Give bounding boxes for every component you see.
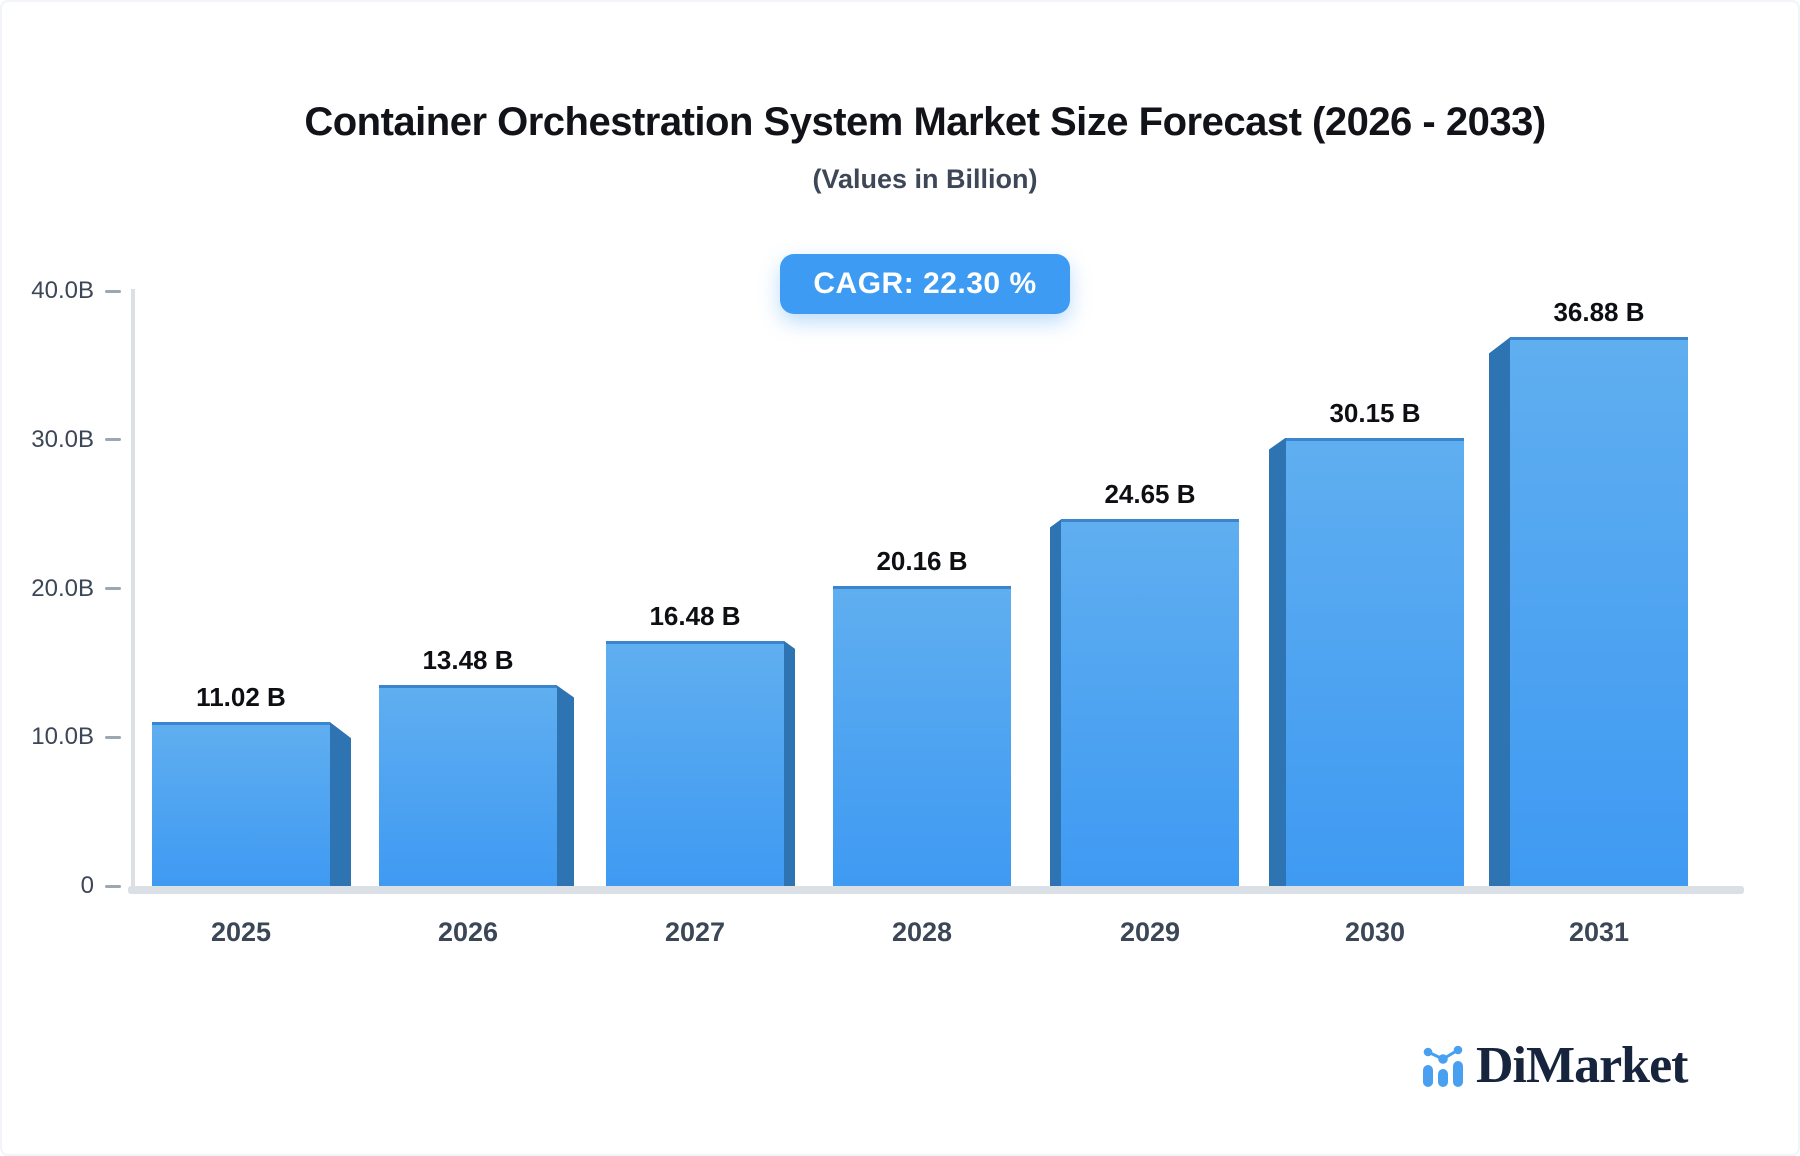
bar-value-label: 16.48 B [649, 600, 741, 631]
bar-side [1269, 437, 1286, 886]
y-axis-line [131, 289, 135, 886]
y-axis-tick [105, 735, 121, 739]
bar-side [330, 722, 351, 886]
bar-value-label: 11.02 B [196, 682, 286, 713]
x-axis-label: 2028 [891, 917, 953, 947]
cagr-badge-row: CAGR: 22.30 % [2, 254, 1798, 314]
x-axis-label: 2026 [437, 917, 499, 947]
bar-value-label: 30.15 B [1329, 397, 1421, 428]
y-axis-label: 0 [80, 872, 94, 899]
x-axis-baseline [128, 886, 1744, 894]
bar-2028 [833, 586, 1011, 886]
bar-value-label: 13.48 B [422, 645, 514, 676]
bar-2027 [606, 640, 784, 886]
bar-2026 [379, 685, 557, 886]
x-axis-label: 2027 [664, 917, 726, 947]
bar-2025 [152, 722, 330, 886]
x-axis-label: 2029 [1119, 917, 1181, 947]
bar-side [1050, 519, 1061, 886]
dimarket-logo: DiMarket [1420, 1037, 1688, 1094]
y-axis-tick [105, 289, 121, 293]
bar-2030 [1286, 437, 1464, 886]
logo-wordmark: DiMarket [1476, 1037, 1688, 1094]
y-axis-label: 30.0B [31, 425, 94, 453]
bar-value-label: 24.65 B [1104, 479, 1196, 510]
y-axis-tick [105, 884, 121, 888]
chart-title: Container Orchestration System Market Si… [304, 100, 1546, 144]
x-axis-label: 2030 [1344, 917, 1406, 947]
cagr-badge: CAGR: 22.30 % [780, 254, 1070, 314]
x-axis-label: 2025 [210, 917, 272, 947]
bar-side [784, 640, 795, 886]
bar-side [557, 685, 574, 886]
y-axis-tick [105, 438, 121, 442]
bar-2031 [1510, 337, 1688, 886]
bar-value-label: 36.88 B [1553, 297, 1645, 328]
y-axis-tick [105, 587, 121, 590]
bar-chart-trend-icon [1423, 1045, 1463, 1087]
y-axis-label: 40.0B [31, 277, 94, 304]
bar-value-label: 20.16 B [876, 546, 968, 577]
y-axis-label: 20.0B [31, 574, 94, 602]
x-axis-label: 2031 [1568, 917, 1630, 947]
chart-subtitle: (Values in Billion) [812, 164, 1038, 194]
bar-2029 [1061, 519, 1239, 886]
y-axis-label: 10.0B [31, 723, 94, 751]
bar-side [1489, 337, 1510, 886]
